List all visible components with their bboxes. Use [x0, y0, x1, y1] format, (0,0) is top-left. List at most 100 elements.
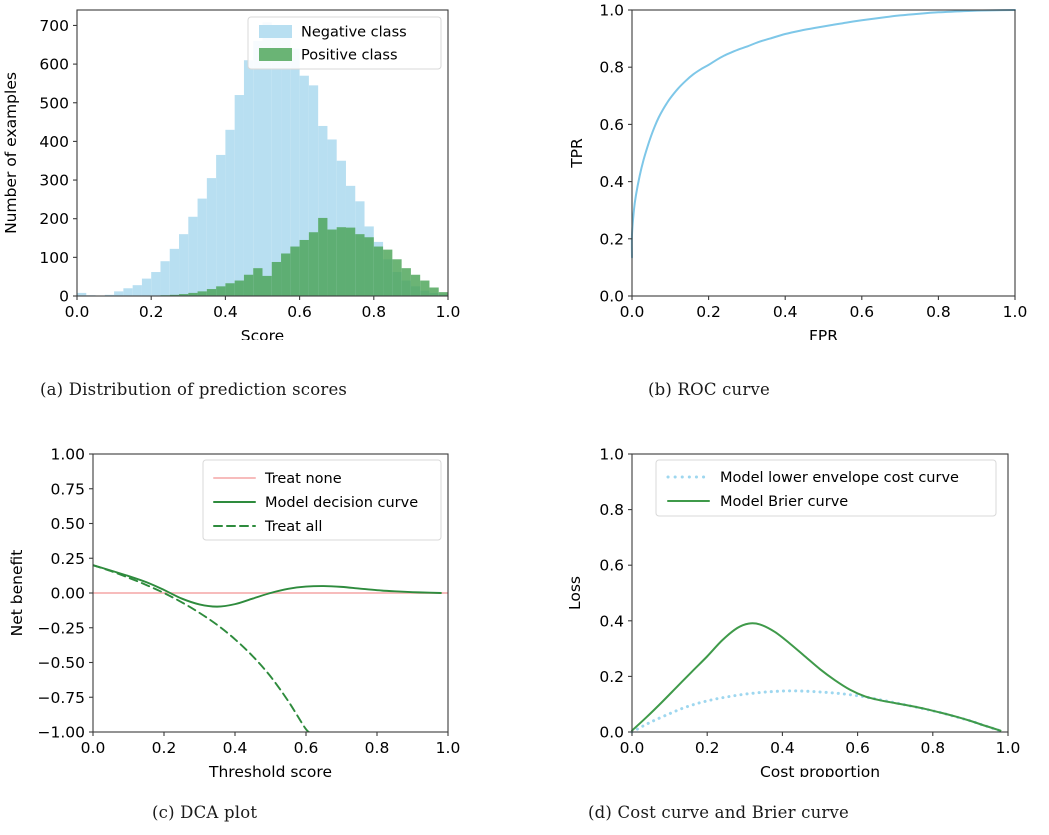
x-tick-label: 1.0	[996, 739, 1021, 757]
y-tick-label: 700	[39, 17, 69, 35]
dca-series-line	[93, 564, 442, 608]
x-tick-label: 0.2	[696, 303, 721, 321]
y-tick-label: 0.75	[50, 480, 85, 498]
histogram-bar	[243, 60, 254, 297]
x-tick-label: 0.0	[620, 303, 645, 321]
x-tick-label: 0.8	[361, 303, 386, 321]
histogram-bar	[271, 33, 282, 297]
x-tick-label: 0.4	[213, 303, 238, 321]
panel-d-cost: 0.0 0.2 0.4 0.6 0.8 1.0 0.0 0.2 0.4 0.6 0.8 1.0 Cost…	[560, 432, 1049, 778]
histogram-bar	[225, 283, 235, 296]
x-tick-label: 0.8	[920, 739, 945, 757]
histogram-bar	[308, 232, 319, 296]
x-tick-label: 0.6	[294, 739, 319, 757]
panel-b-roc: 0.0 0.2 0.4 0.6 0.8 1.0 0.0 0.2 0.4 0.6 0.8 1.0 FPR T…	[560, 0, 1049, 341]
histogram-bar	[104, 294, 115, 296]
legend-label: Positive class	[301, 48, 398, 64]
histogram-bar	[318, 217, 328, 296]
histogram-bar	[253, 268, 263, 296]
x-axis-label: FPR	[809, 327, 838, 340]
y-tick-label: 0.8	[599, 501, 624, 519]
x-tick-label: 0.4	[770, 739, 795, 757]
legend: Negative class Positive class	[247, 16, 442, 70]
roc-curve-line	[630, 9, 1016, 259]
x-tick-label: 0.4	[773, 303, 798, 321]
histogram-bar	[262, 22, 272, 297]
histogram-bar	[355, 234, 365, 296]
histogram-bar	[401, 268, 411, 296]
caption-a: (a) Distribution of prediction scores	[40, 380, 348, 399]
x-axis-label: Threshold score	[208, 763, 332, 777]
legend-label: Treat all	[264, 519, 322, 535]
histogram-bar	[336, 227, 346, 296]
histogram-bar	[271, 261, 282, 296]
histogram-bar	[77, 292, 87, 296]
x-axis-label: Score	[241, 327, 284, 340]
legend-box	[655, 459, 997, 517]
y-tick-label: 0.25	[50, 550, 85, 568]
x-tick-label: 1.0	[436, 303, 461, 321]
histogram-bar	[234, 280, 244, 296]
histogram-bar	[216, 154, 226, 296]
histogram-bar	[345, 227, 356, 296]
legend-label: Treat none	[264, 471, 342, 487]
histogram-bar	[420, 280, 430, 296]
histogram-bar	[392, 259, 402, 296]
legend-swatch	[259, 25, 292, 38]
caption-c: (c) DCA plot	[152, 803, 258, 822]
y-tick-label: −0.75	[38, 689, 86, 707]
histogram-bar	[299, 239, 309, 296]
y-axis-label: TPR	[568, 138, 586, 169]
legend: Model lower envelope cost curve Model Bri…	[655, 459, 997, 517]
histogram-bar	[188, 292, 198, 296]
histogram-bar	[132, 285, 142, 296]
histogram-bar	[327, 139, 337, 296]
cost-series-line	[630, 689, 1002, 734]
y-tick-label: 100	[39, 249, 69, 267]
y-tick-label: 0.4	[599, 173, 624, 191]
x-tick-label: 1.0	[1003, 303, 1028, 321]
histogram-bar	[429, 287, 439, 296]
y-tick-label: 0.2	[599, 230, 624, 248]
y-tick-label: 0.4	[599, 612, 624, 630]
histogram-bar	[438, 292, 448, 296]
x-tick-label: 0.6	[845, 739, 870, 757]
x-tick-label: 0.0	[81, 739, 106, 757]
y-tick-label: 500	[39, 94, 69, 112]
caption-d: (d) Cost curve and Brier curve	[588, 803, 849, 822]
y-tick-label: 0.8	[599, 59, 624, 77]
y-tick-label: 200	[39, 210, 69, 228]
y-tick-label: 0.6	[599, 557, 624, 575]
histogram-bar	[281, 32, 291, 297]
histogram-bar	[179, 234, 189, 296]
legend-label: Model Brier curve	[720, 494, 848, 510]
histogram-bar	[253, 40, 263, 297]
y-tick-label: 0.6	[599, 116, 624, 134]
panel-a-svg: 0.0 0.2 0.4 0.6 0.8 1.0 0 100 200 300 400 500 600 700…	[2, 9, 461, 340]
x-axis-label: Cost proportion	[760, 763, 880, 777]
histogram-bar	[114, 291, 124, 296]
x-tick-label: 1.0	[436, 739, 461, 757]
histogram-bar	[206, 178, 217, 296]
histogram-bar	[410, 274, 421, 296]
dca-series-line	[93, 564, 313, 732]
histogram-bar	[234, 95, 244, 296]
histogram-bar	[262, 275, 272, 296]
caption-b: (b) ROC curve	[648, 380, 770, 399]
y-axis-label: Loss	[566, 576, 584, 610]
y-axis-label: Net benefit	[8, 550, 26, 637]
y-tick-label: −0.25	[38, 619, 86, 637]
x-tick-label: 0.2	[139, 303, 164, 321]
cost-series-line	[631, 622, 1002, 732]
y-tick-label: 0.00	[50, 585, 85, 603]
panel-b-svg: 0.0 0.2 0.4 0.6 0.8 1.0 0.0 0.2 0.4 0.6 0.8 1.0 FPR T…	[568, 2, 1028, 341]
histogram-bar	[383, 249, 393, 296]
y-tick-label: 0.0	[599, 288, 624, 306]
histogram-bar	[151, 272, 161, 296]
legend-label: Model lower envelope cost curve	[720, 470, 959, 486]
y-tick-label: 400	[39, 133, 69, 151]
histogram-bar	[225, 129, 235, 296]
panel-c-dca: 0.0 0.2 0.4 0.6 0.8 1.0 −1.00 −0.75 −0.50 −0.25 0.…	[0, 432, 470, 778]
legend: Treat none Model decision curve Treat all	[202, 459, 442, 541]
